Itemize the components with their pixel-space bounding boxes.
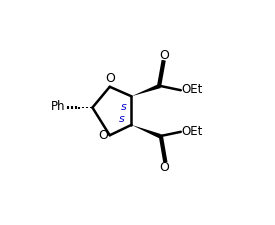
Text: Ph: Ph <box>51 100 65 113</box>
Text: O: O <box>105 72 115 85</box>
Text: s: s <box>119 114 125 124</box>
Text: s: s <box>121 102 126 112</box>
Text: O: O <box>98 129 108 142</box>
Polygon shape <box>131 84 161 96</box>
Text: O: O <box>160 49 169 62</box>
Text: OEt: OEt <box>181 125 203 138</box>
Text: O: O <box>160 161 169 174</box>
Polygon shape <box>131 125 161 138</box>
Text: OEt: OEt <box>181 83 203 96</box>
